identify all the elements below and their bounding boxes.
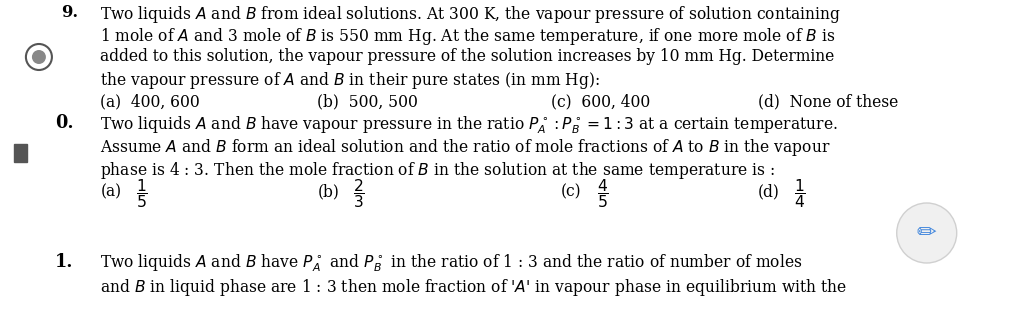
Text: 0.: 0. [55, 114, 74, 132]
Text: Assume $A$ and $B$ form an ideal solution and the ratio of mole fractions of $A$: Assume $A$ and $B$ form an ideal solutio… [100, 137, 830, 158]
Text: (b)  500, 500: (b) 500, 500 [317, 93, 419, 110]
Text: (d)  None of these: (d) None of these [758, 93, 898, 110]
Text: Two liquids $A$ and $B$ have $P_A^\circ$ and $P_B^\circ$ in the ratio of 1 : 3 a: Two liquids $A$ and $B$ have $P_A^\circ$… [100, 253, 803, 274]
Text: 1.: 1. [55, 253, 74, 271]
Text: 9.: 9. [61, 4, 79, 21]
Text: 1 mole of $A$ and 3 mole of $B$ is 550 mm Hg. At the same temperature, if one mo: 1 mole of $A$ and 3 mole of $B$ is 550 m… [100, 26, 836, 47]
Text: (b): (b) [317, 183, 339, 200]
Text: Two liquids $A$ and $B$ from ideal solutions. At 300 K, the vapour pressure of s: Two liquids $A$ and $B$ from ideal solut… [100, 4, 842, 25]
Text: (a): (a) [100, 183, 122, 200]
Text: $\dfrac{2}{3}$: $\dfrac{2}{3}$ [353, 177, 366, 210]
Text: (d): (d) [758, 183, 779, 200]
Text: (c)  600, 400: (c) 600, 400 [551, 93, 650, 110]
Text: $\dfrac{4}{5}$: $\dfrac{4}{5}$ [597, 177, 609, 210]
Text: ✏: ✏ [916, 221, 937, 245]
Text: the vapour pressure of $A$ and $B$ in their pure states (in mm Hg):: the vapour pressure of $A$ and $B$ in th… [100, 70, 600, 91]
Text: added to this solution, the vapour pressure of the solution increases by 10 mm H: added to this solution, the vapour press… [100, 48, 835, 65]
Text: Two liquids $A$ and $B$ have vapour pressure in the ratio $P_A^\circ : P_B^\circ: Two liquids $A$ and $B$ have vapour pres… [100, 114, 839, 135]
Text: (a)  400, 600: (a) 400, 600 [100, 93, 200, 110]
Text: phase is 4 : 3. Then the mole fraction of $B$ in the solution at the same temper: phase is 4 : 3. Then the mole fraction o… [100, 160, 775, 181]
Circle shape [897, 203, 956, 263]
Circle shape [32, 50, 46, 64]
Text: and $B$ in liquid phase are 1 : 3 then mole fraction of '$A$' in vapour phase in: and $B$ in liquid phase are 1 : 3 then m… [100, 277, 848, 298]
Bar [14, 144, 27, 162]
Text: (c): (c) [561, 183, 582, 200]
Text: $\dfrac{1}{5}$: $\dfrac{1}{5}$ [136, 177, 148, 210]
Text: $\dfrac{1}{4}$: $\dfrac{1}{4}$ [794, 177, 806, 210]
